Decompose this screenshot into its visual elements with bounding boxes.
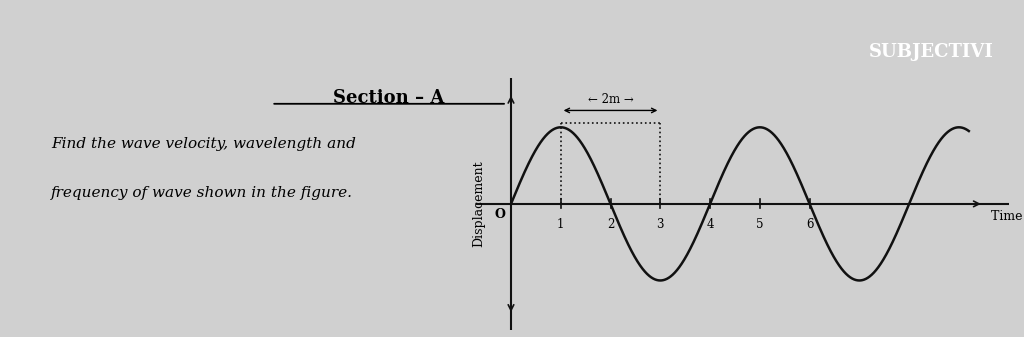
Text: ← 2m →: ← 2m → [588, 93, 634, 106]
Text: 5: 5 [756, 218, 764, 231]
Text: Find the wave velocity, wavelength and: Find the wave velocity, wavelength and [51, 137, 356, 152]
Text: SUBJECTIVI: SUBJECTIVI [868, 43, 993, 61]
Text: Displacement: Displacement [472, 160, 485, 247]
Text: frequency of wave shown in the figure.: frequency of wave shown in the figure. [51, 186, 353, 200]
Text: Time (ms): Time (ms) [991, 210, 1024, 223]
Text: 3: 3 [656, 218, 664, 231]
Text: O: O [495, 208, 505, 221]
Text: 2: 2 [607, 218, 614, 231]
Text: 4: 4 [707, 218, 714, 231]
Text: 1: 1 [557, 218, 564, 231]
Text: 6: 6 [806, 218, 813, 231]
Text: Section – A: Section – A [334, 89, 444, 107]
